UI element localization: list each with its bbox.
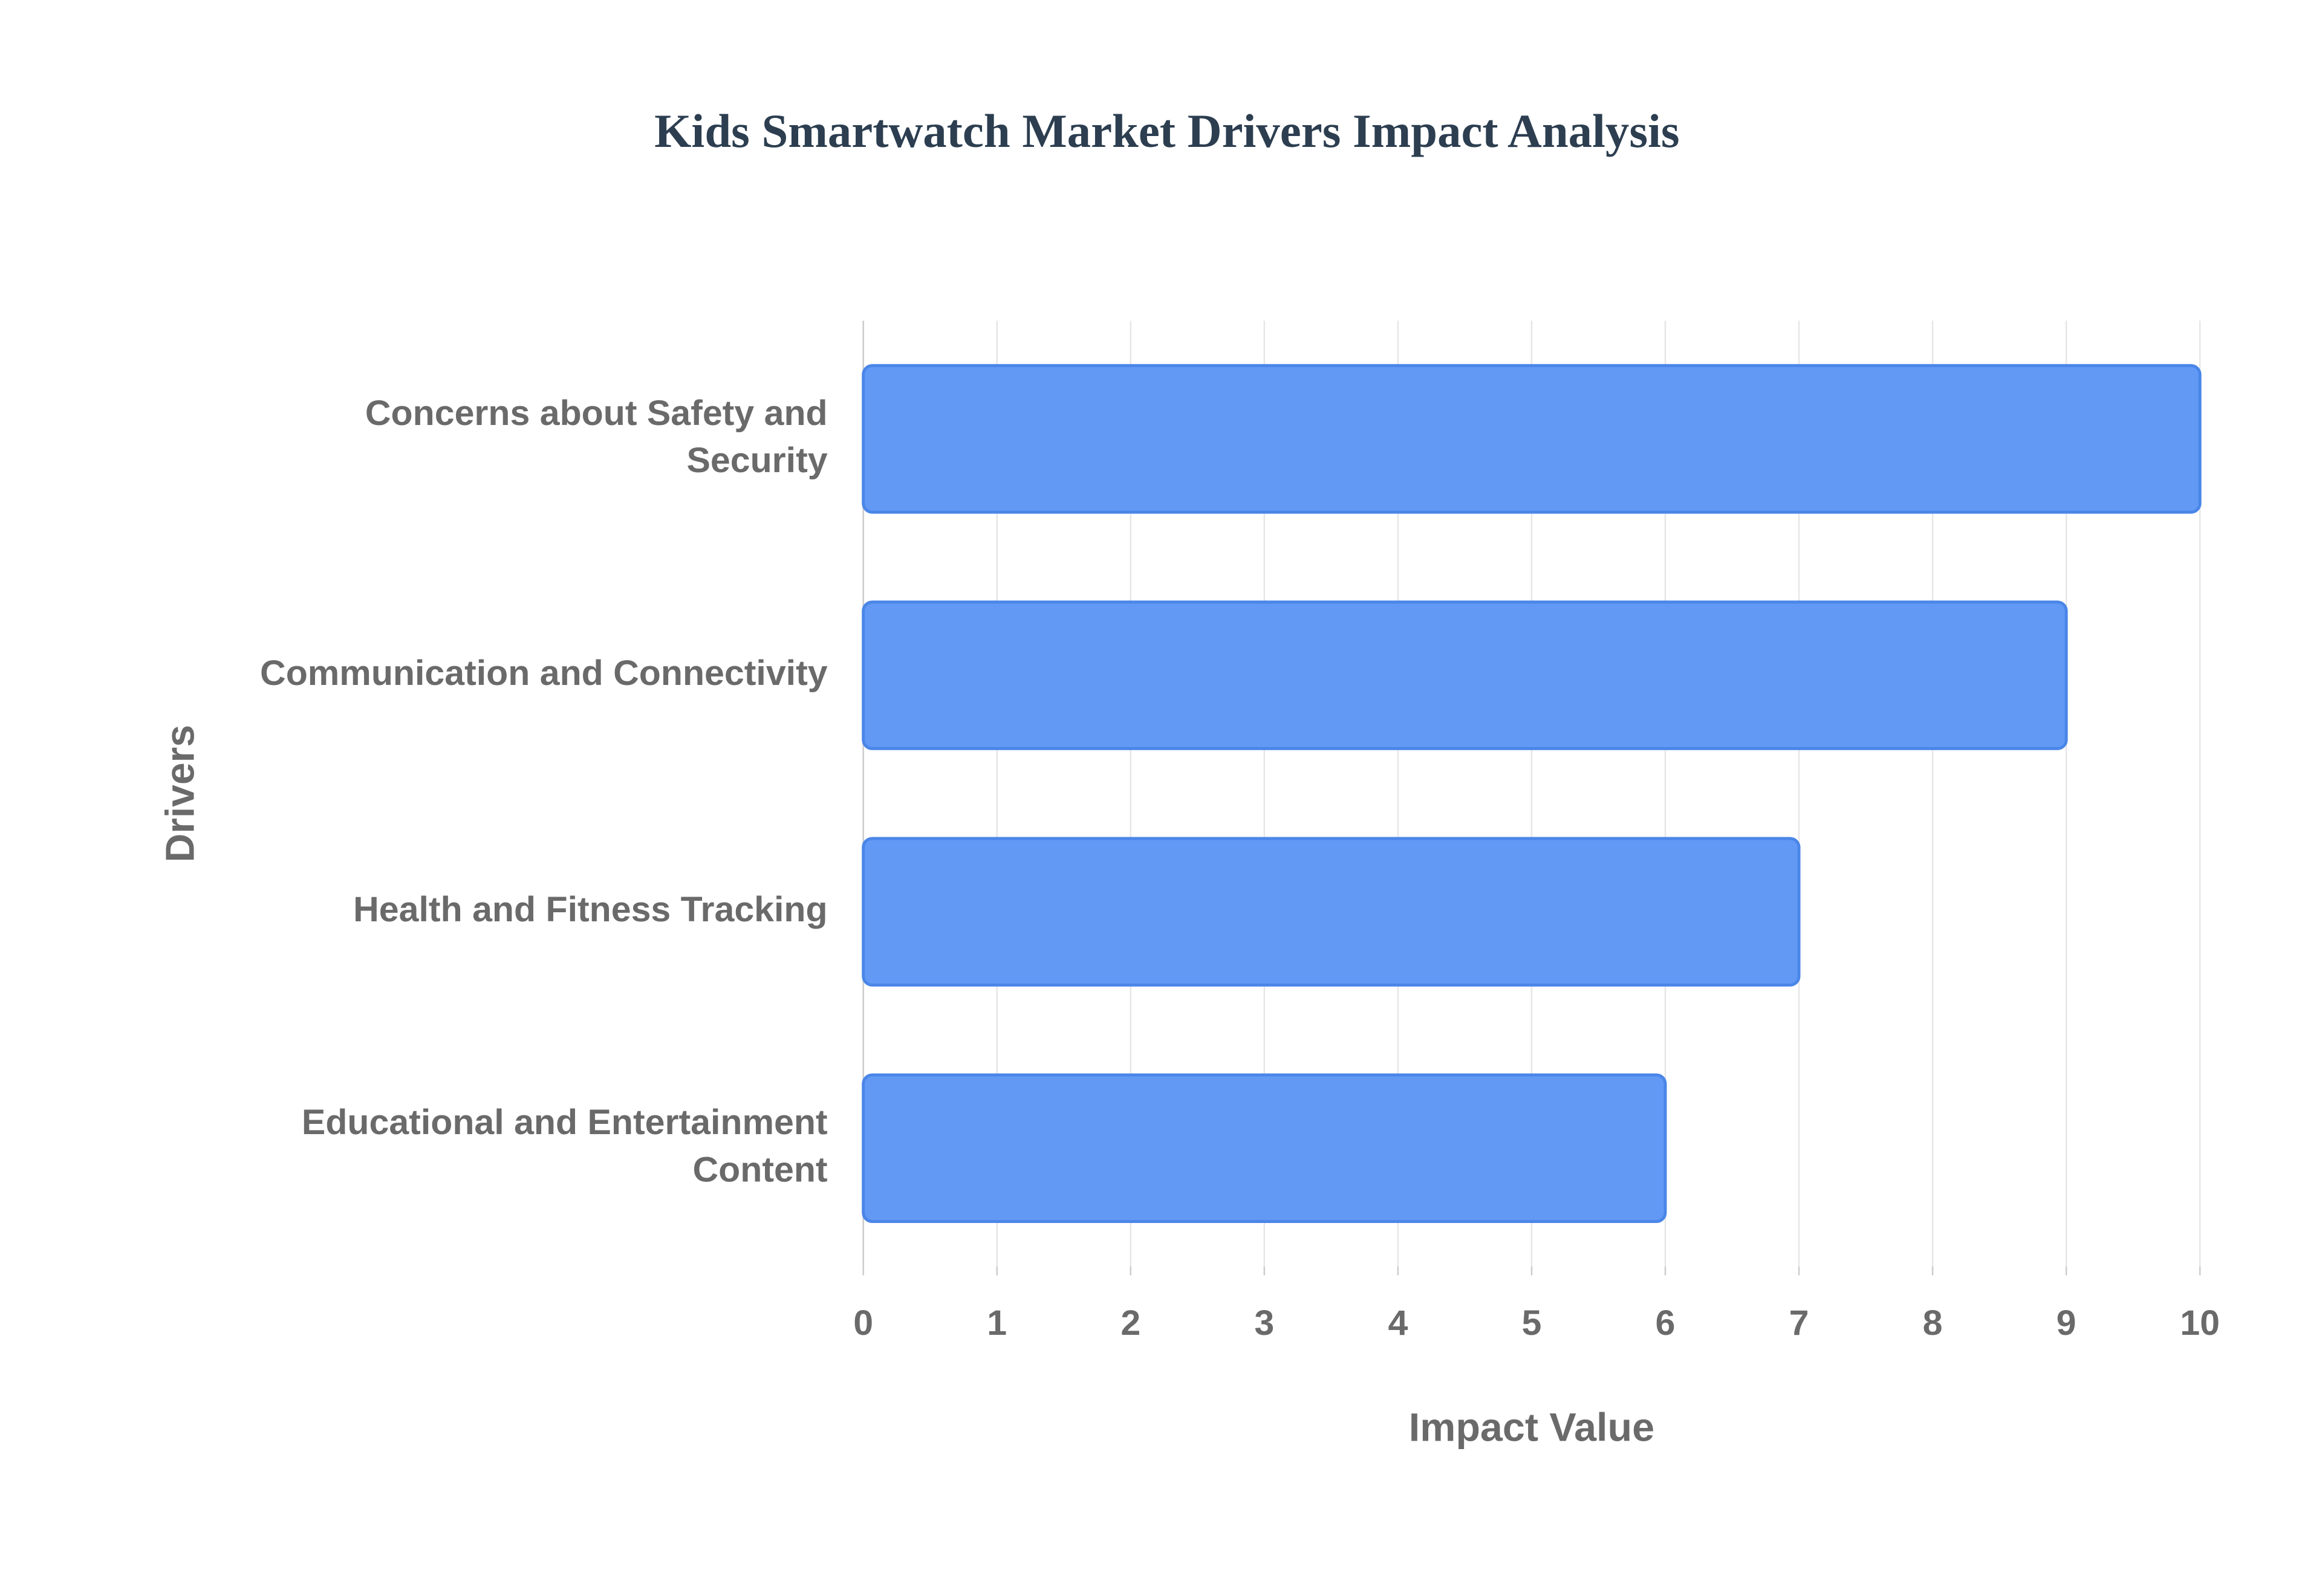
y-tick-label: Health and Fitness Tracking (353, 890, 827, 929)
bar (862, 364, 2202, 514)
y-tick-label: Concerns about Safety and Security (365, 394, 828, 480)
bar (862, 837, 1801, 987)
x-tick-label: 10 (2180, 1303, 2220, 1343)
y-tick-label: Communication and Connectivity (260, 654, 828, 693)
x-tick-label: 5 (1521, 1303, 1541, 1343)
x-tick-label: 3 (1254, 1303, 1274, 1343)
x-axis-title: Impact Value (1409, 1406, 1654, 1450)
x-tick-label: 6 (1656, 1303, 1676, 1343)
x-tick-label: 2 (1120, 1303, 1140, 1343)
y-axis-title: Drivers (158, 725, 203, 862)
x-tick-label: 4 (1388, 1303, 1408, 1343)
chart-title: Kids Smartwatch Market Drivers Impact An… (654, 105, 1679, 157)
y-tick-label: Educational and Entertainment Content (302, 1103, 828, 1189)
bar (862, 600, 2068, 750)
x-tick-label: 0 (853, 1303, 873, 1343)
x-tick-label: 8 (1923, 1303, 1943, 1343)
x-tick-label: 1 (987, 1303, 1007, 1343)
x-tick-label: 7 (1789, 1303, 1809, 1343)
x-tick-label: 9 (2057, 1303, 2076, 1343)
bar (862, 1073, 1667, 1224)
